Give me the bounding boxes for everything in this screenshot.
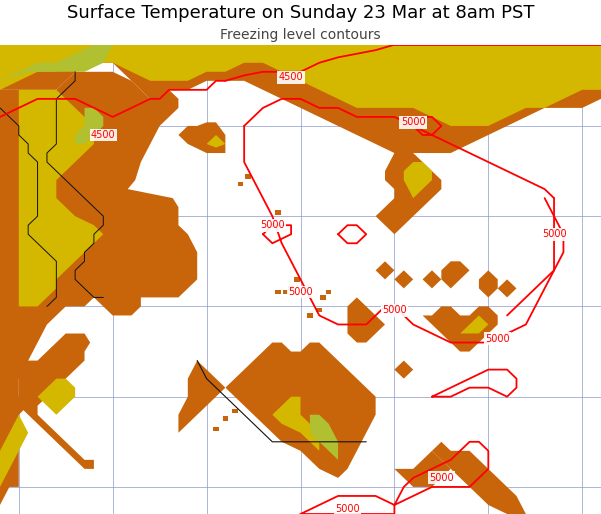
- Polygon shape: [269, 223, 275, 227]
- Polygon shape: [0, 45, 601, 126]
- Text: Freezing level contours: Freezing level contours: [220, 28, 381, 42]
- Polygon shape: [394, 451, 451, 487]
- Polygon shape: [479, 270, 498, 298]
- Polygon shape: [0, 415, 28, 487]
- Polygon shape: [394, 270, 413, 288]
- Polygon shape: [237, 181, 243, 186]
- Polygon shape: [441, 261, 469, 288]
- Polygon shape: [288, 286, 294, 290]
- Polygon shape: [207, 135, 225, 148]
- Text: 5000: 5000: [542, 229, 566, 239]
- Polygon shape: [344, 403, 350, 408]
- Text: 5000: 5000: [382, 305, 407, 315]
- Text: 4500: 4500: [91, 130, 115, 140]
- Polygon shape: [0, 72, 197, 505]
- Polygon shape: [178, 342, 376, 478]
- Polygon shape: [19, 90, 103, 306]
- Polygon shape: [178, 122, 225, 153]
- Polygon shape: [213, 427, 219, 431]
- Polygon shape: [275, 290, 281, 294]
- Polygon shape: [432, 442, 526, 514]
- Text: 4500: 4500: [279, 72, 304, 82]
- Polygon shape: [498, 279, 516, 298]
- Polygon shape: [404, 63, 423, 72]
- Polygon shape: [364, 391, 369, 395]
- Text: 5000: 5000: [486, 334, 510, 344]
- Text: 5000: 5000: [260, 220, 285, 230]
- Polygon shape: [0, 397, 28, 514]
- Polygon shape: [326, 290, 332, 294]
- Text: 5000: 5000: [429, 473, 454, 483]
- Polygon shape: [394, 361, 413, 379]
- Polygon shape: [0, 126, 56, 306]
- Polygon shape: [423, 306, 498, 352]
- Polygon shape: [245, 174, 251, 179]
- Polygon shape: [347, 298, 385, 342]
- Polygon shape: [404, 162, 432, 198]
- Polygon shape: [310, 415, 338, 460]
- Polygon shape: [0, 370, 28, 397]
- Text: 5000: 5000: [288, 287, 313, 297]
- Polygon shape: [320, 295, 326, 300]
- Text: Surface Temperature on Sunday 23 Mar at 8am PST: Surface Temperature on Sunday 23 Mar at …: [67, 5, 534, 23]
- Polygon shape: [19, 334, 94, 469]
- Polygon shape: [376, 261, 394, 279]
- Polygon shape: [354, 398, 359, 402]
- Polygon shape: [385, 45, 423, 90]
- Polygon shape: [222, 416, 228, 420]
- Polygon shape: [317, 308, 322, 312]
- Text: 5000: 5000: [335, 504, 360, 513]
- Polygon shape: [75, 108, 103, 144]
- Text: 5000: 5000: [401, 117, 426, 127]
- Polygon shape: [282, 290, 288, 294]
- Polygon shape: [376, 153, 441, 234]
- Polygon shape: [0, 45, 601, 153]
- Polygon shape: [307, 314, 313, 318]
- Polygon shape: [275, 210, 281, 215]
- Polygon shape: [37, 379, 75, 415]
- Polygon shape: [423, 270, 441, 288]
- Polygon shape: [232, 409, 237, 413]
- Polygon shape: [460, 316, 488, 334]
- Polygon shape: [0, 45, 113, 81]
- Polygon shape: [294, 277, 299, 282]
- Polygon shape: [272, 397, 319, 451]
